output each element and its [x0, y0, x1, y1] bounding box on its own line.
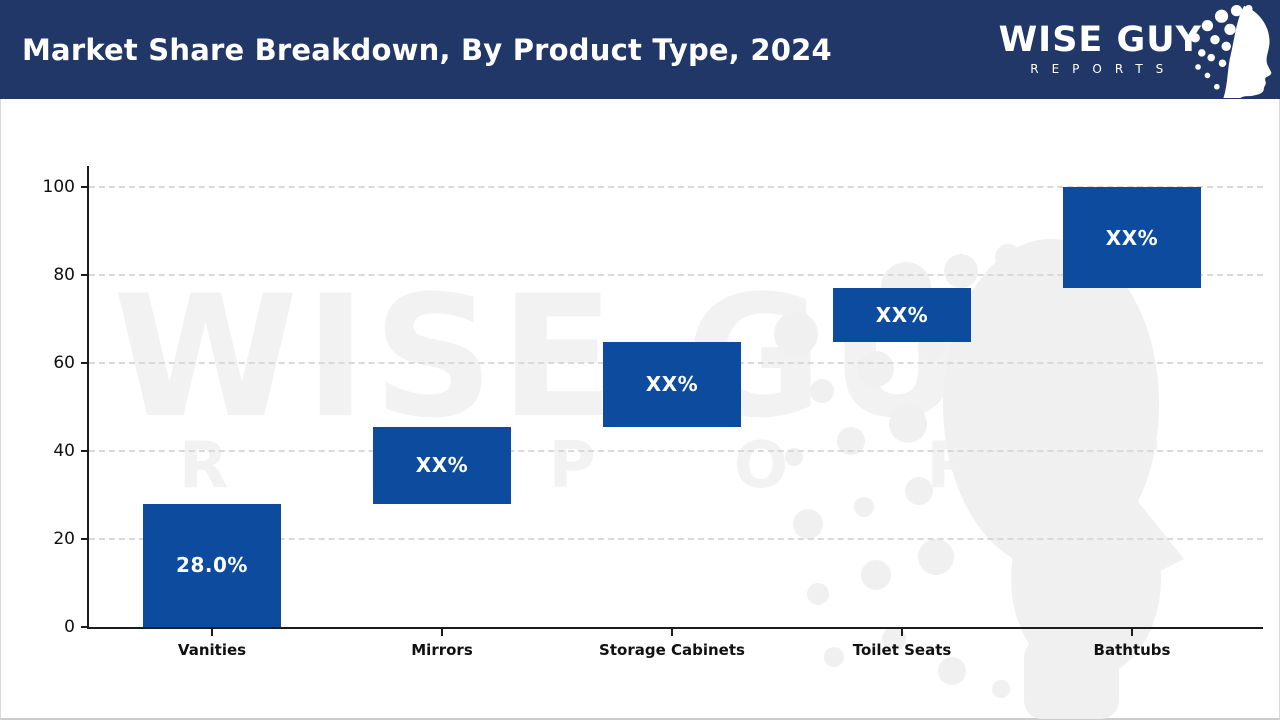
- logo-text: WISE GUY REPORTS: [999, 20, 1202, 76]
- y-tick-label-60: 60: [53, 353, 75, 373]
- x-tick-toilet-seats: [901, 629, 903, 636]
- gridline-20: [89, 538, 1263, 540]
- wise-guy-reports-logo: WISE GUY REPORTS: [999, 0, 1272, 99]
- x-tick-storage-cabinets: [671, 629, 673, 636]
- bar-value-label-toilet-seats: XX%: [875, 303, 929, 328]
- y-tick-60: [81, 362, 89, 364]
- logo-subtitle: REPORTS: [1030, 62, 1177, 76]
- bar-mirrors: XX%: [373, 426, 511, 504]
- gridline-80: [89, 274, 1263, 276]
- x-tick-mirrors: [441, 629, 443, 636]
- bar-storage-cabinets: XX%: [603, 341, 741, 427]
- chart-area: WISE GUY R E P O R T S: [0, 99, 1280, 720]
- x-tick-vanities: [211, 629, 213, 636]
- x-axis-spine: [87, 627, 1263, 629]
- bar-toilet-seats: XX%: [833, 288, 971, 342]
- x-tick-bathtubs: [1131, 629, 1133, 636]
- bar-value-label-vanities: 28.0%: [176, 553, 248, 578]
- y-tick-label-100: 100: [42, 177, 75, 197]
- logo-wordmark: WISE GUY: [998, 20, 1202, 60]
- bar-value-label-mirrors: XX%: [415, 453, 469, 478]
- bar-bathtubs: XX%: [1063, 187, 1201, 289]
- x-axis-label-mirrors: Mirrors: [411, 641, 473, 659]
- y-tick-0: [81, 626, 89, 628]
- y-tick-100: [81, 186, 89, 188]
- dotted-face-profile-icon: [1190, 4, 1272, 98]
- bar-value-label-bathtubs: XX%: [1105, 225, 1159, 250]
- y-tick-20: [81, 538, 89, 540]
- x-axis-label-bathtubs: Bathtubs: [1093, 641, 1171, 659]
- y-tick-label-80: 80: [53, 265, 75, 285]
- y-tick-label-40: 40: [53, 441, 75, 461]
- y-tick-label-0: 0: [64, 617, 75, 637]
- bar-value-label-storage-cabinets: XX%: [645, 372, 699, 397]
- bar-vanities: 28.0%: [143, 503, 281, 627]
- y-tick-label-20: 20: [53, 529, 75, 549]
- gridline-40: [89, 450, 1263, 452]
- y-tick-80: [81, 274, 89, 276]
- page-title: Market Share Breakdown, By Product Type,…: [22, 32, 832, 67]
- y-axis-spine: [87, 166, 89, 629]
- header-bar: Market Share Breakdown, By Product Type,…: [0, 0, 1280, 99]
- watermark-dotted-face-icon: [774, 239, 1184, 719]
- y-tick-40: [81, 450, 89, 452]
- x-axis-label-storage-cabinets: Storage Cabinets: [599, 641, 745, 659]
- gridline-100: [89, 186, 1263, 188]
- x-axis-label-vanities: Vanities: [177, 641, 247, 659]
- x-axis-label-toilet-seats: Toilet Seats: [852, 641, 952, 659]
